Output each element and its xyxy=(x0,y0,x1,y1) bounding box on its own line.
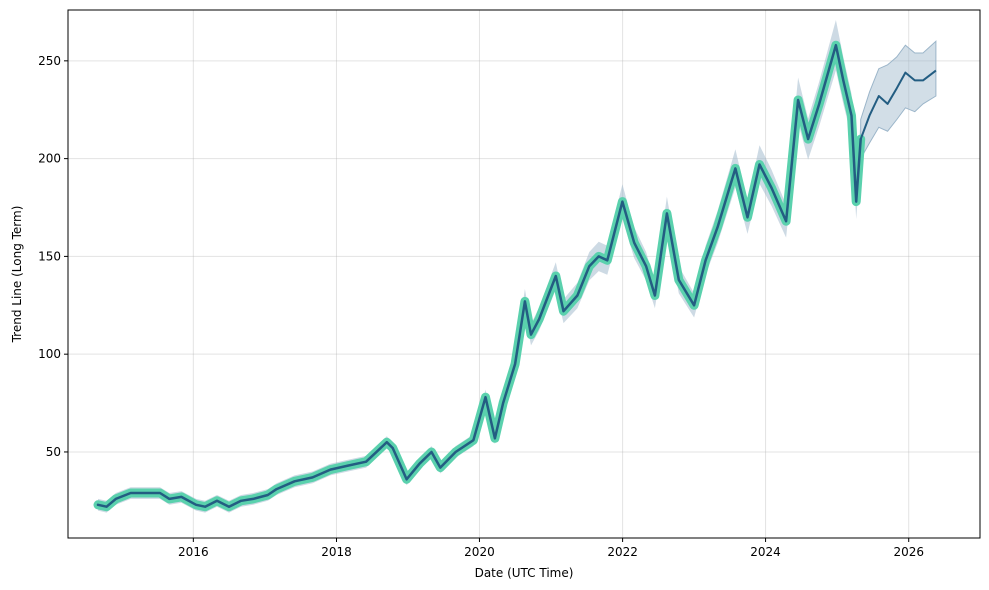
axis-ticks: 2016 2018 2020 2022 2024 2026 50 100 150 200 250 xyxy=(38,54,924,559)
y-tick-label: 50 xyxy=(46,445,61,459)
y-tick-label: 100 xyxy=(38,347,61,361)
y-tick-label: 250 xyxy=(38,54,61,68)
forecast-trend-line xyxy=(859,69,937,140)
forecast-confidence-band xyxy=(860,40,937,161)
chart-lines xyxy=(93,40,937,512)
x-tick-label: 2020 xyxy=(464,545,495,559)
y-tick-label: 200 xyxy=(38,152,61,166)
grid-lines xyxy=(68,10,980,538)
x-axis-label: Date (UTC Time) xyxy=(475,566,574,580)
y-tick-label: 150 xyxy=(38,249,61,263)
historical-trend-line xyxy=(96,43,862,508)
x-tick-label: 2016 xyxy=(178,545,209,559)
x-tick-label: 2022 xyxy=(607,545,638,559)
y-axis-label: Trend Line (Long Term) xyxy=(10,206,24,344)
chart-bands xyxy=(98,20,937,513)
x-tick-label: 2018 xyxy=(321,545,352,559)
x-tick-label: 2024 xyxy=(750,545,781,559)
plot-frame xyxy=(67,9,981,539)
x-tick-label: 2026 xyxy=(893,545,924,559)
